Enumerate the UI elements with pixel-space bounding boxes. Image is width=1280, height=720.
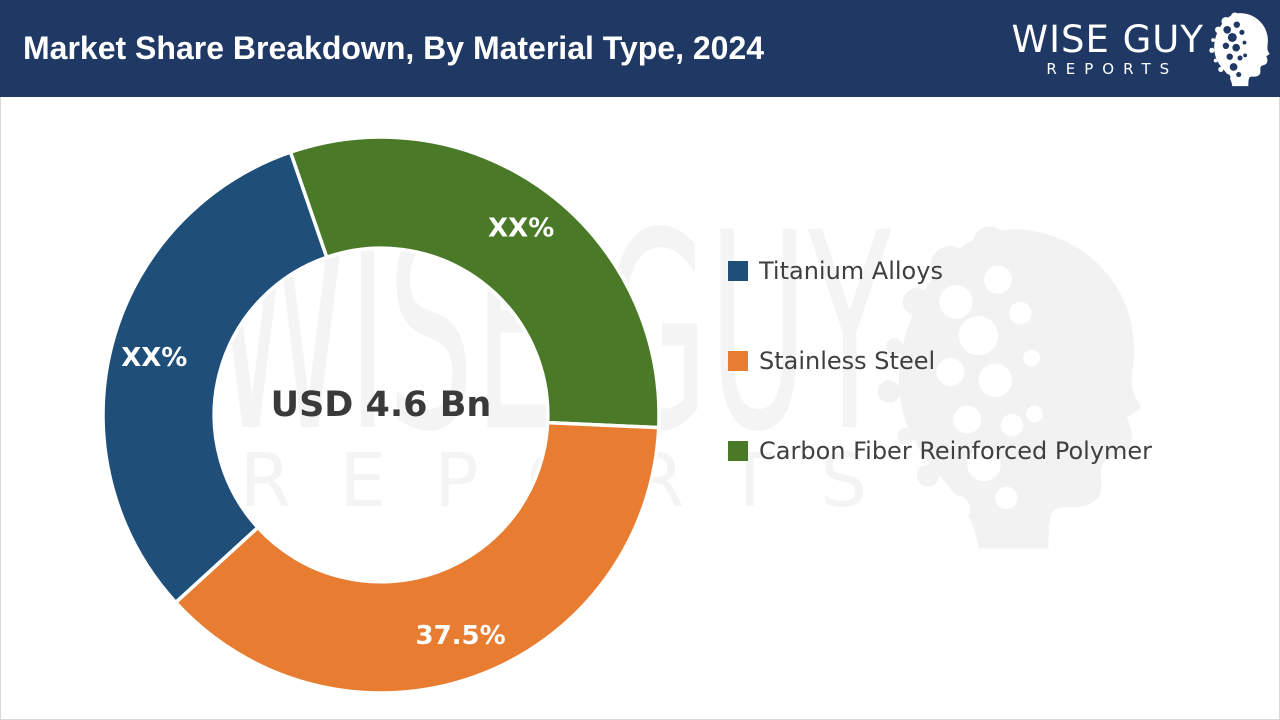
- donut-chart: XX% 37.5% XX%: [101, 135, 661, 695]
- brand-face-icon: [1208, 10, 1272, 88]
- donut-segments-group: [101, 135, 661, 695]
- legend-swatch-stainless-steel: [728, 351, 748, 371]
- donut-center-label: USD 4.6 Bn: [270, 385, 492, 425]
- legend-item-stainless-steel: Stainless Steel: [728, 344, 1152, 378]
- header-bar: Market Share Breakdown, By Material Type…: [0, 0, 1280, 97]
- segment-label-titanium-alloys: XX%: [121, 343, 187, 373]
- donut-segment-titanium-alloys: [101, 150, 329, 605]
- legend-swatch-titanium-alloys: [728, 261, 748, 281]
- brand-text: WISE GUY REPORTS: [1012, 21, 1204, 77]
- donut-segment-stainless-steel: [173, 420, 661, 695]
- segment-label-carbon-fiber: XX%: [488, 214, 554, 244]
- legend-item-titanium-alloys: Titanium Alloys: [728, 254, 1152, 288]
- legend-swatch-carbon-fiber: [728, 441, 748, 461]
- brand-logo: WISE GUY REPORTS: [1012, 0, 1272, 97]
- brand-tagline: REPORTS: [1046, 59, 1179, 78]
- donut-segment-carbon-fiber-reinforced-polymer: [288, 135, 661, 430]
- brand-name: WISE GUY: [1011, 17, 1204, 61]
- legend: Titanium Alloys Stainless Steel Carbon F…: [728, 254, 1152, 524]
- legend-item-carbon-fiber: Carbon Fiber Reinforced Polymer: [728, 434, 1152, 468]
- legend-label-carbon-fiber: Carbon Fiber Reinforced Polymer: [759, 437, 1153, 465]
- legend-label-stainless-steel: Stainless Steel: [759, 347, 936, 375]
- segment-label-stainless-steel: 37.5%: [415, 621, 505, 651]
- page-title: Market Share Breakdown, By Material Type…: [23, 30, 765, 66]
- legend-label-titanium-alloys: Titanium Alloys: [759, 257, 943, 285]
